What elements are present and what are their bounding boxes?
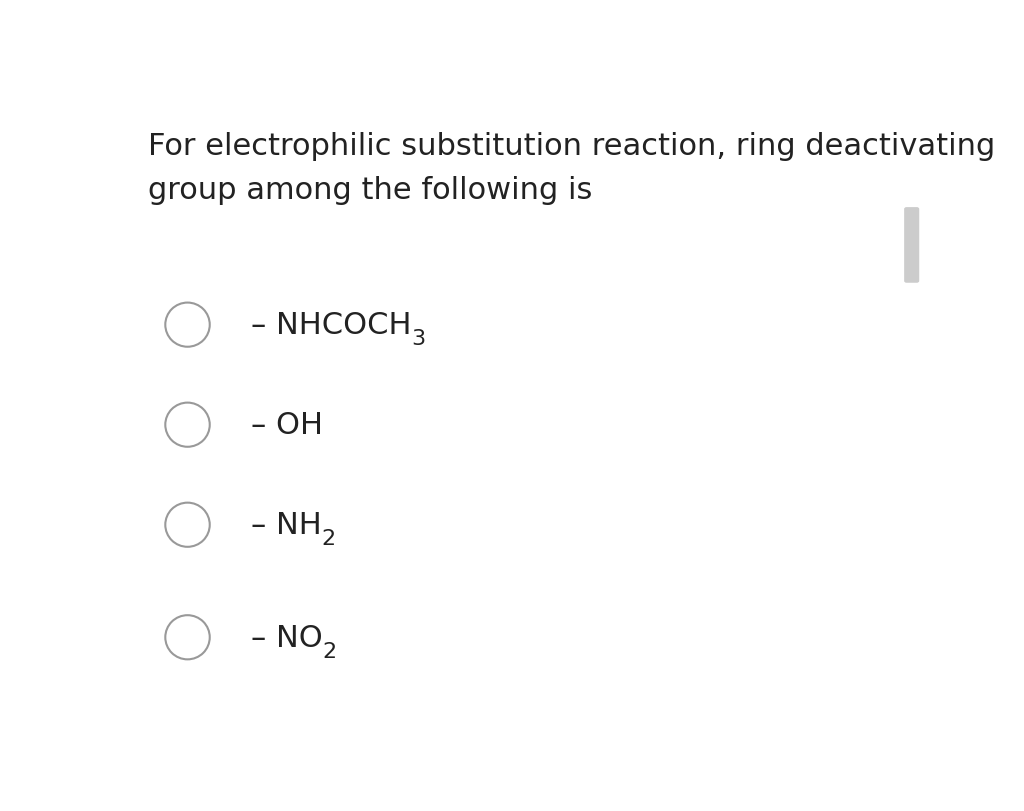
- Text: group among the following is: group among the following is: [147, 175, 592, 204]
- FancyBboxPatch shape: [904, 208, 920, 283]
- Text: – NO: – NO: [251, 623, 323, 652]
- Text: – NHCOCH: – NHCOCH: [251, 311, 412, 340]
- Text: 2: 2: [323, 642, 337, 661]
- Text: – NH: – NH: [251, 511, 322, 539]
- Text: For electrophilic substitution reaction, ring deactivating: For electrophilic substitution reaction,…: [147, 131, 995, 161]
- Text: 2: 2: [322, 529, 336, 549]
- Text: – OH: – OH: [251, 410, 323, 440]
- Text: 3: 3: [412, 329, 426, 349]
